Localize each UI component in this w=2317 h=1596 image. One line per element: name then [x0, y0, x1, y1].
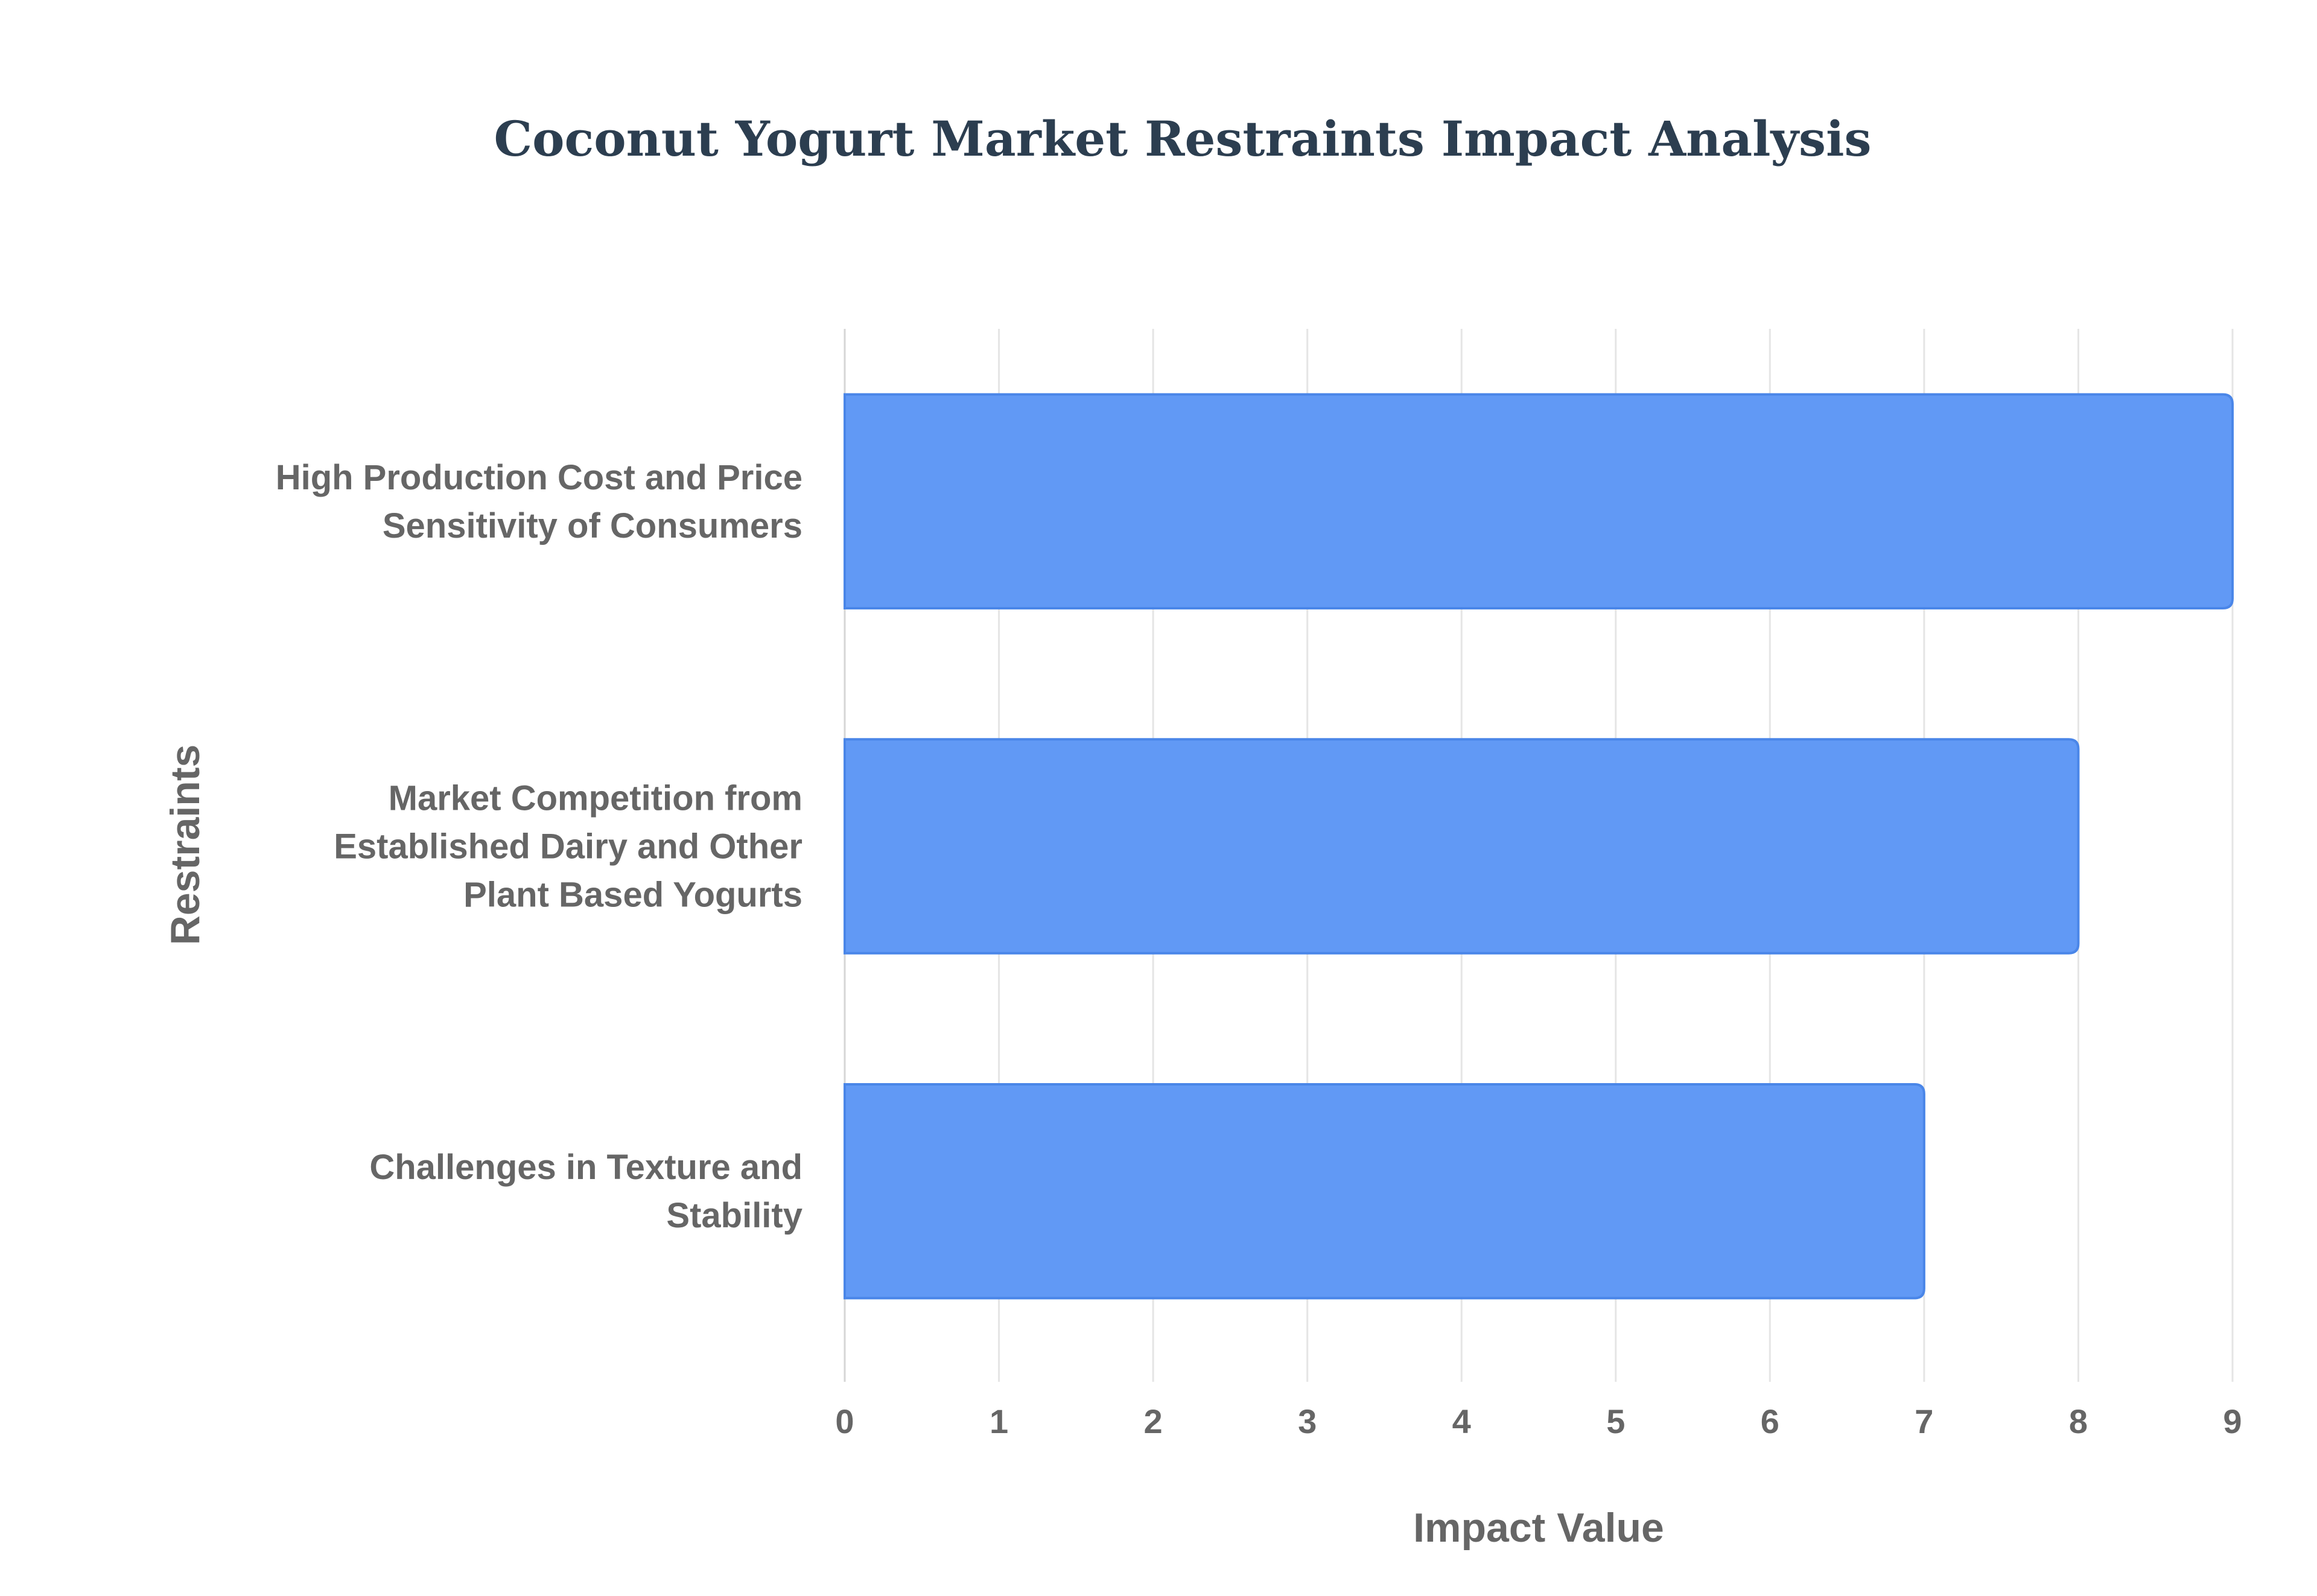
x-tick-label: 8 — [2069, 1402, 2088, 1440]
category-label-line: Stability — [666, 1196, 803, 1235]
x-tick-label: 2 — [1144, 1402, 1163, 1440]
category-label-line: High Production Cost and Price — [276, 458, 803, 497]
category-label-line: Challenges in Texture and — [369, 1148, 803, 1187]
x-tick-label: 1 — [990, 1402, 1008, 1440]
y-axis-category-labels: High Production Cost and Price Sensitivit… — [276, 458, 803, 1235]
y-axis-title: Restraints — [162, 745, 208, 946]
x-axis-ticks: 0 1 2 3 4 5 6 7 8 9 — [835, 1402, 2242, 1440]
chart-title: Coconut Yogurt Market Restraints Impact … — [494, 110, 1871, 167]
x-tick-label: 0 — [835, 1402, 854, 1440]
bar[interactable] — [844, 393, 2234, 610]
category-label-line: Plant Based Yogurts — [463, 876, 803, 915]
x-tick-label: 5 — [1606, 1402, 1625, 1440]
bar[interactable] — [844, 738, 2080, 955]
category-label-line: Established Dairy and Other — [334, 827, 803, 866]
category-label-line: Sensitivity of Consumers — [383, 506, 803, 545]
category-label-line: Market Competition from — [389, 779, 803, 818]
bars — [844, 393, 2234, 1300]
category-label: High Production Cost and Price Sensitivit… — [276, 458, 803, 545]
x-tick-label: 3 — [1298, 1402, 1317, 1440]
x-tick-label: 7 — [1915, 1402, 1933, 1440]
x-tick-label: 9 — [2223, 1402, 2242, 1440]
bar[interactable] — [844, 1083, 1925, 1300]
x-tick-label: 4 — [1452, 1402, 1471, 1440]
x-tick-label: 6 — [1761, 1402, 1779, 1440]
category-label: Challenges in Texture and Stability — [369, 1148, 803, 1235]
category-label: Market Competition from Established Dairy… — [334, 779, 803, 915]
x-axis-title: Impact Value — [1413, 1505, 1664, 1551]
